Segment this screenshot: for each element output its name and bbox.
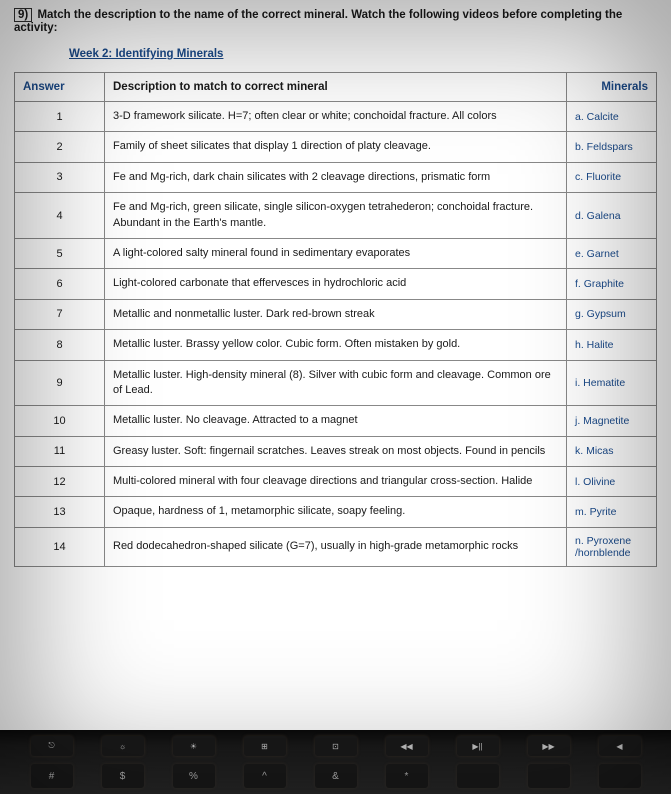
function-key: ▶▶ [528,736,570,756]
number-key [528,764,570,788]
minerals-header: Minerals [567,73,657,102]
row-description: 3-D framework silicate. H=7; often clear… [105,102,567,132]
row-number: 4 [15,193,105,239]
row-mineral: l. Olivine [567,467,657,497]
row-mineral: i. Hematite [567,360,657,406]
table-row: 14Red dodecahedron-shaped silicate (G=7)… [15,527,657,566]
table-row: 8Metallic luster. Brassy yellow color. C… [15,330,657,360]
row-mineral: k. Micas [567,436,657,466]
row-description: Fe and Mg-rich, green silicate, single s… [105,193,567,239]
number-key: ^ [244,764,286,788]
number-key: * [386,764,428,788]
minerals-table: Answer Description to match to correct m… [14,72,657,567]
number-key: & [315,764,357,788]
row-description: Opaque, hardness of 1, metamorphic silic… [105,497,567,527]
row-mineral: f. Graphite [567,269,657,299]
row-mineral: b. Feldspars [567,132,657,162]
number-key [599,764,641,788]
function-key: ⎋ [31,736,73,756]
row-mineral: m. Pyrite [567,497,657,527]
table-header-row: Answer Description to match to correct m… [15,73,657,102]
number-key: $ [102,764,144,788]
row-description: Fe and Mg-rich, dark chain silicates wit… [105,162,567,192]
row-number: 7 [15,299,105,329]
row-number: 9 [15,360,105,406]
row-number: 3 [15,162,105,192]
function-key: ☼ [102,736,144,756]
table-row: 11Greasy luster. Soft: fingernail scratc… [15,436,657,466]
row-description: Metallic luster. High-density mineral (8… [105,360,567,406]
row-number: 8 [15,330,105,360]
page-content: 9) Match the description to the name of … [0,0,671,730]
row-description: Family of sheet silicates that display 1… [105,132,567,162]
week-link[interactable]: Week 2: Identifying Minerals [69,48,223,60]
row-description: Metallic and nonmetallic luster. Dark re… [105,299,567,329]
function-key: ▶|| [457,736,499,756]
row-description: A light-colored salty mineral found in s… [105,238,567,268]
row-mineral: d. Galena [567,193,657,239]
table-row: 13-D framework silicate. H=7; often clea… [15,102,657,132]
question-header: 9) Match the description to the name of … [14,8,657,34]
row-description: Metallic luster. No cleavage. Attracted … [105,406,567,436]
row-description: Light-colored carbonate that effervesces… [105,269,567,299]
row-description: Multi-colored mineral with four cleavage… [105,467,567,497]
row-mineral: a. Calcite [567,102,657,132]
row-mineral: h. Halite [567,330,657,360]
row-number: 13 [15,497,105,527]
question-text: Match the description to the name of the… [14,9,622,34]
row-number: 2 [15,132,105,162]
table-row: 3Fe and Mg-rich, dark chain silicates wi… [15,162,657,192]
row-mineral: c. Fluorite [567,162,657,192]
row-description: Metallic luster. Brassy yellow color. Cu… [105,330,567,360]
function-key: ◀◀ [386,736,428,756]
row-description: Greasy luster. Soft: fingernail scratche… [105,436,567,466]
function-key: ☀ [173,736,215,756]
number-key: % [173,764,215,788]
row-number: 10 [15,406,105,436]
row-number: 5 [15,238,105,268]
laptop-keyboard: ⎋ ☼ ☀ ⊞ ⊡ ◀◀ ▶|| ▶▶ ◀ # $% ^ & * [0,730,671,794]
table-row: 4Fe and Mg-rich, green silicate, single … [15,193,657,239]
table-row: 5A light-colored salty mineral found in … [15,238,657,268]
row-number: 1 [15,102,105,132]
row-description: Red dodecahedron-shaped silicate (G=7), … [105,527,567,566]
row-mineral: n. Pyroxene /hornblende [567,527,657,566]
row-number: 14 [15,527,105,566]
question-number: 9) [14,8,32,22]
table-row: 2Family of sheet silicates that display … [15,132,657,162]
row-mineral: e. Garnet [567,238,657,268]
row-number: 6 [15,269,105,299]
table-row: 13Opaque, hardness of 1, metamorphic sil… [15,497,657,527]
function-key: ⊡ [315,736,357,756]
function-key: ⊞ [244,736,286,756]
row-mineral: j. Magnetite [567,406,657,436]
function-key: ◀ [599,736,641,756]
answer-header: Answer [15,73,105,102]
table-row: 9Metallic luster. High-density mineral (… [15,360,657,406]
table-row: 12Multi-colored mineral with four cleava… [15,467,657,497]
row-number: 11 [15,436,105,466]
description-header: Description to match to correct mineral [105,73,567,102]
row-mineral: g. Gypsum [567,299,657,329]
number-key [457,764,499,788]
table-row: 7Metallic and nonmetallic luster. Dark r… [15,299,657,329]
table-row: 6Light-colored carbonate that effervesce… [15,269,657,299]
number-key: # [31,764,73,788]
row-number: 12 [15,467,105,497]
table-row: 10Metallic luster. No cleavage. Attracte… [15,406,657,436]
